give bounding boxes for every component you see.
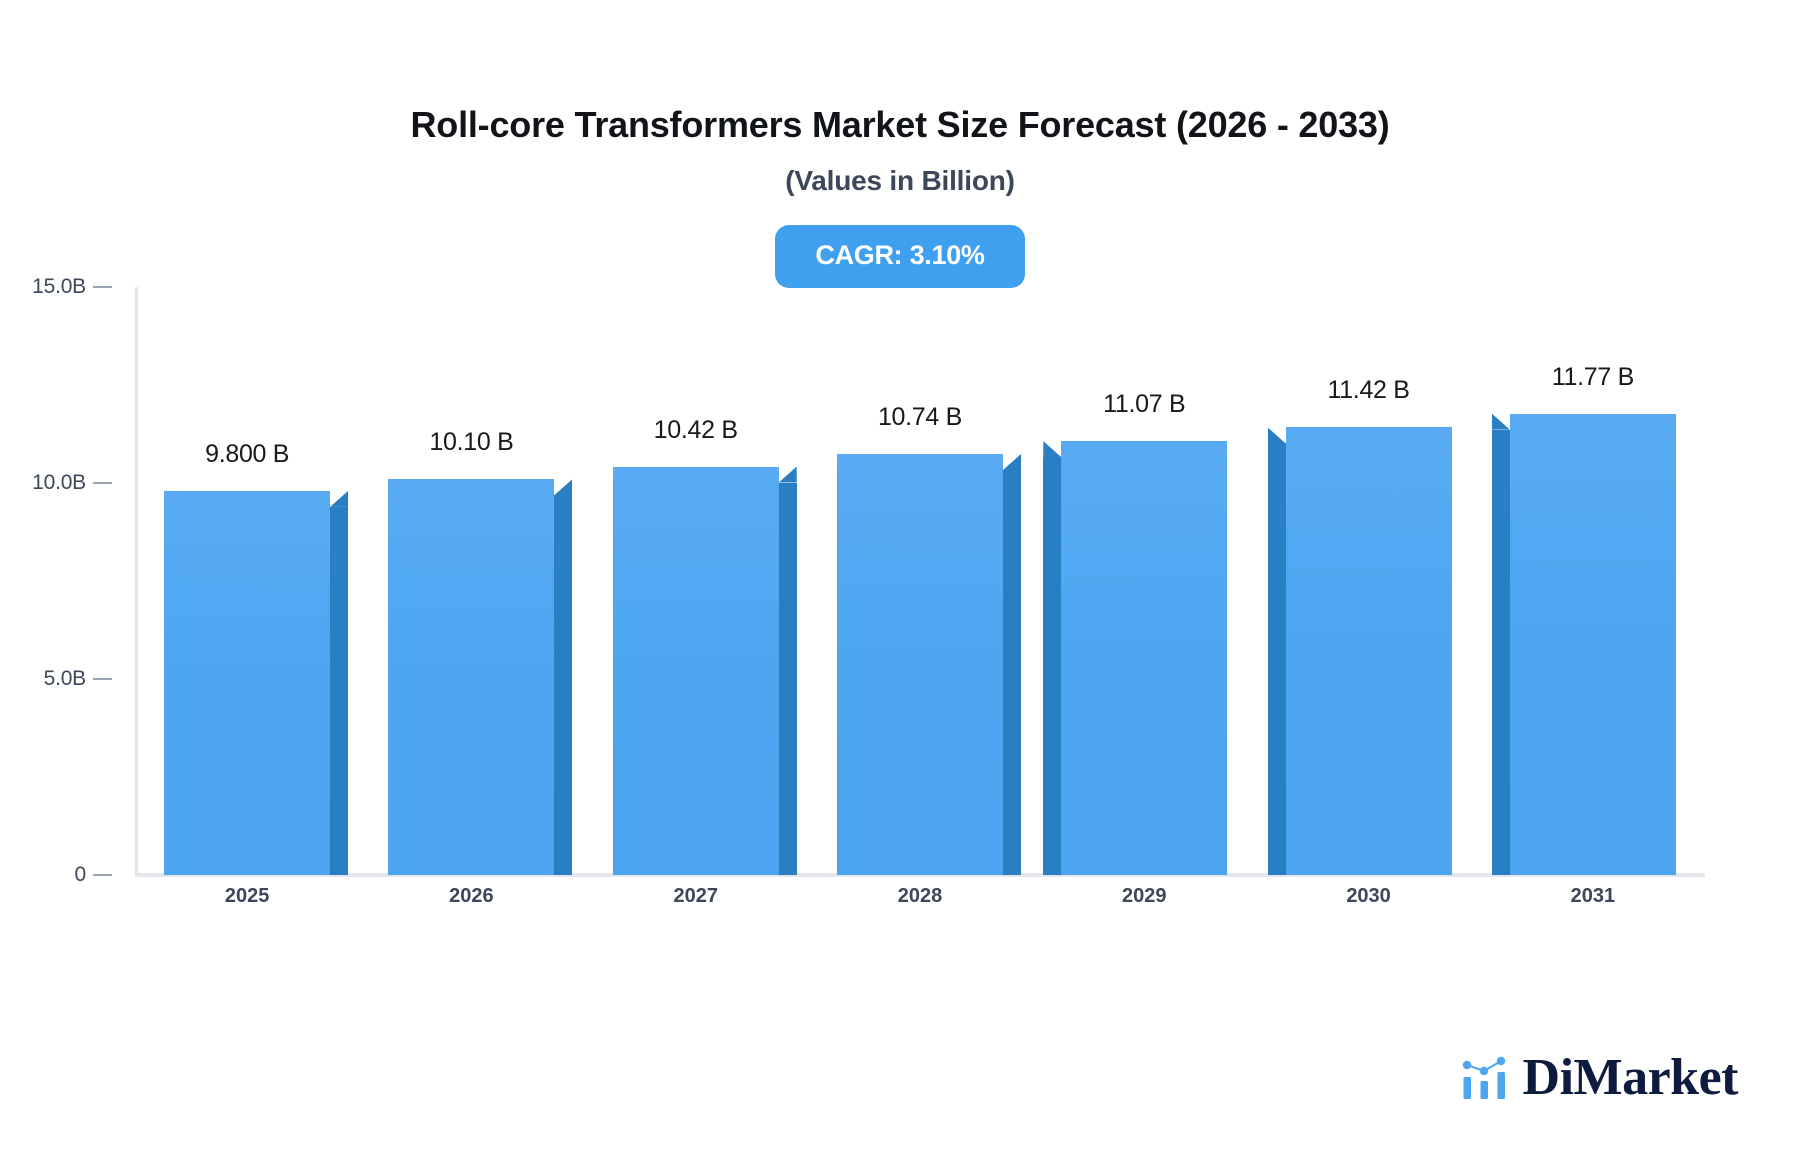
y-axis-tick-mark [93,874,112,876]
chart-plot-area: 15.0B 10.0B 5.0B 0 9.800 B 10.10 B 10.42 B 10.… [0,255,1800,907]
y-axis-tick-mark [93,678,112,680]
bar-top-face [1491,413,1510,430]
y-axis-tick-label: 15.0B [32,275,86,298]
bar-side-face [1003,470,1021,875]
bar-top-face [1003,454,1021,470]
x-axis-line [135,873,1705,877]
bar-top-face [778,466,797,483]
bar-front-face [388,479,555,875]
bar-side-face [554,495,573,875]
bar-front-face [164,490,331,875]
bar-front-face [1061,441,1228,875]
bar-value-label: 10.42 B [653,415,738,444]
bar-value-label: 11.07 B [1103,390,1186,419]
bar-value-label: 11.42 B [1327,376,1410,405]
cagr-badge-container: CAGR: 3.10% [0,225,1800,289]
bar-value-label: 10.74 B [877,403,963,431]
bar-chart-icon [1459,1055,1509,1101]
chart-title: Roll-core Transformers Market Size Forec… [410,104,1390,145]
cagr-badge: CAGR: 3.10% [775,225,1025,289]
bar-side-face [330,506,349,875]
y-axis-tick-mark [93,286,112,288]
bar-value-label: 9.800 B [205,439,290,468]
bar-item[interactable]: 10.42 B [612,287,797,875]
bar-top-face [554,479,573,496]
bar-top-face [1267,427,1286,444]
bar-side-face [1491,429,1510,875]
bar-front-face [1285,427,1452,875]
bar-side-face [1267,443,1286,875]
bar-item[interactable]: 11.77 B [1491,287,1676,875]
brand-name: DiMarket [1522,1049,1739,1106]
bar-value-label: 11.77 B [1551,362,1635,391]
bar-top-face [1043,441,1062,458]
bar-item[interactable]: 11.42 B [1267,287,1452,875]
y-axis-tick-label: 10.0B [32,471,86,494]
x-axis-tick-label: 2030 [1346,885,1391,907]
bar-item[interactable]: 11.07 B [1043,287,1228,875]
brand-logo: DiMarket [1459,1049,1739,1106]
y-axis-tick-label: 5.0B [43,667,87,690]
chart-subtitle: (Values in Billion) [785,165,1015,197]
bar-top-face [330,490,349,507]
x-axis-tick-label: 2031 [1570,885,1616,907]
x-axis-tick-label: 2026 [449,885,494,907]
y-axis: 15.0B 10.0B 5.0B 0 [0,255,112,886]
y-axis-tick-label: 0 [74,863,87,886]
bar-front-face [837,454,1003,875]
bar-series: 9.800 B 10.10 B 10.42 B 10.74 B 11.07 B 11.42… [135,287,1705,875]
x-axis-tick-label: 2025 [224,885,270,907]
bar-side-face [778,482,797,875]
bar-item[interactable]: 9.800 B [164,287,349,875]
x-axis-tick-label: 2029 [1122,885,1167,907]
bar-front-face [1509,413,1676,875]
bar-front-face [612,466,779,875]
x-axis-tick-label: 2027 [673,885,718,907]
bar-value-label: 10.10 B [429,428,514,457]
x-axis-tick-label: 2028 [897,885,943,907]
y-axis-tick-mark [93,482,112,484]
chart-header: Roll-core Transformers Market Size Forec… [0,0,1800,289]
bar-item[interactable]: 10.10 B [388,287,573,875]
bar-item[interactable]: 10.74 B [837,287,1021,875]
y-axis-line [135,287,138,875]
bar-side-face [1043,457,1062,875]
